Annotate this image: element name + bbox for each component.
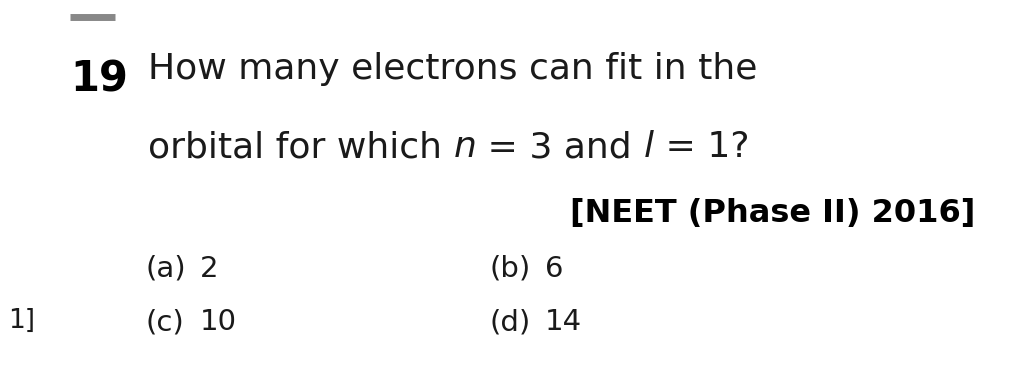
Text: How many electrons can fit in the: How many electrons can fit in the [148, 52, 758, 86]
Text: 19: 19 [70, 58, 128, 100]
Text: [NEET (Phase II) 2016]: [NEET (Phase II) 2016] [569, 198, 975, 229]
Text: 1]: 1] [8, 308, 35, 334]
Text: orbital for which: orbital for which [148, 130, 454, 164]
Text: 14: 14 [545, 308, 582, 336]
Text: (b): (b) [490, 255, 531, 283]
Text: 2: 2 [200, 255, 218, 283]
Text: = 1?: = 1? [653, 130, 749, 164]
Text: 6: 6 [545, 255, 563, 283]
Text: (d): (d) [490, 308, 531, 336]
Text: 10: 10 [200, 308, 237, 336]
Text: l: l [643, 130, 653, 164]
Text: (a): (a) [145, 255, 185, 283]
Text: (c): (c) [145, 308, 183, 336]
Text: n: n [454, 130, 476, 164]
Text: = 3 and: = 3 and [476, 130, 643, 164]
